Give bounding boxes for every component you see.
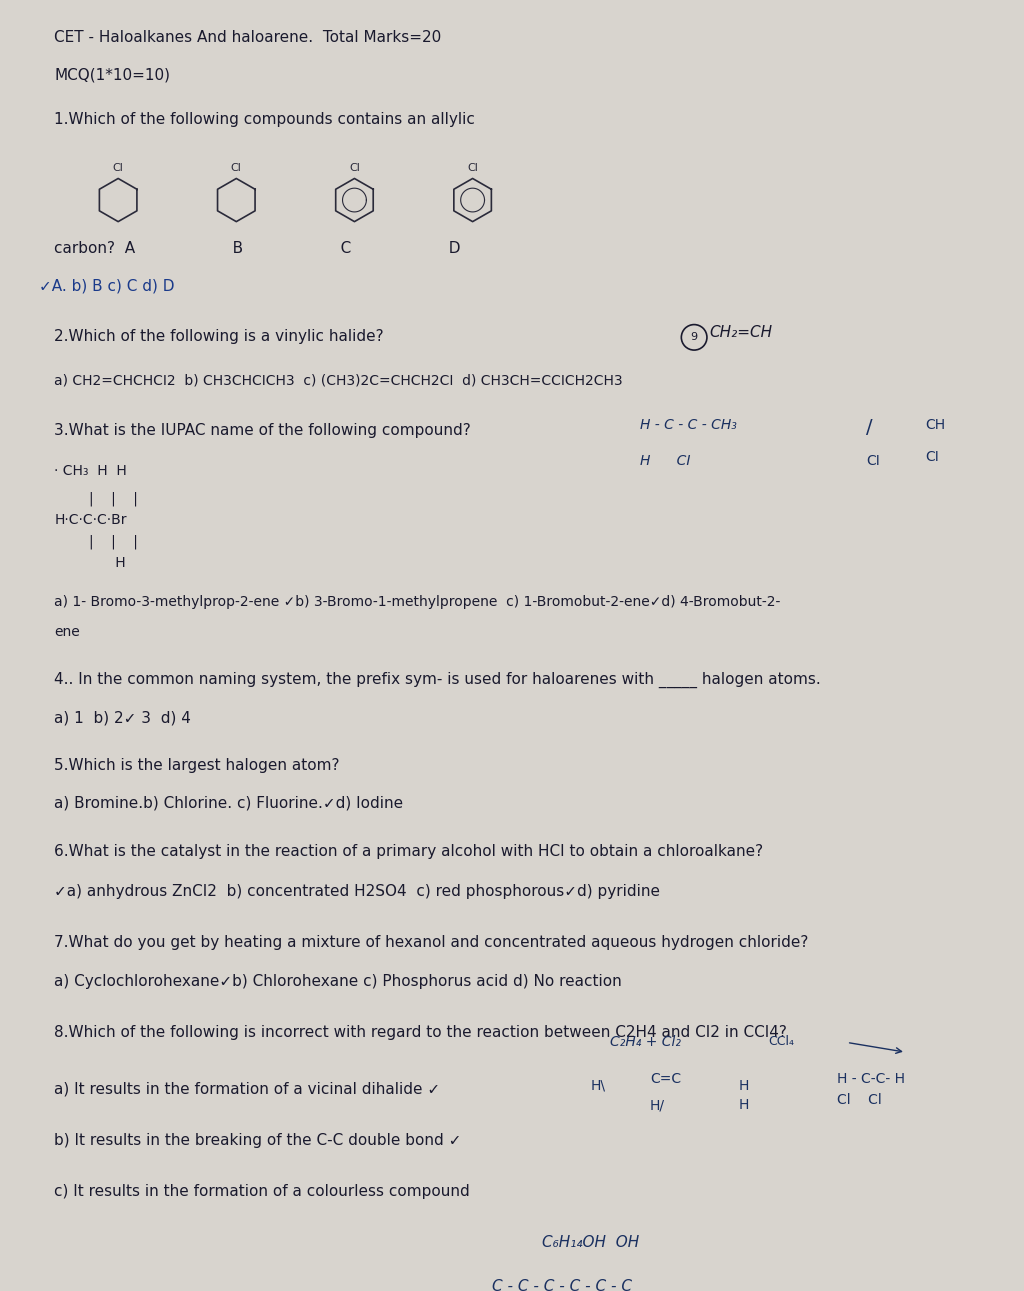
Text: CI: CI [926,451,939,463]
Text: 3.What is the IUPAC name of the following compound?: 3.What is the IUPAC name of the followin… [54,422,471,438]
Text: H: H [738,1079,749,1092]
Text: H·C·C·C·Br: H·C·C·C·Br [54,513,127,527]
Text: ✓a) anhydrous ZnCI2  b) concentrated H2SO4  c) red phosphorous✓d) pyridine: ✓a) anhydrous ZnCI2 b) concentrated H2SO… [54,883,660,899]
Text: 2.Which of the following is a vinylic halide?: 2.Which of the following is a vinylic ha… [54,329,384,345]
Text: Cl: Cl [230,163,242,173]
Text: a) 1  b) 2✓ 3  d) 4: a) 1 b) 2✓ 3 d) 4 [54,711,191,726]
Text: CCl₄: CCl₄ [768,1034,794,1047]
Text: Cl: Cl [349,163,359,173]
Text: carbon?  A                    B                    C                    D: carbon? A B C D [54,241,461,256]
Text: a) CH2=CHCHCI2  b) CH3CHCICH3  c) (CH3)2C=CHCH2CI  d) CH3CH=CCICH2CH3: a) CH2=CHCHCI2 b) CH3CHCICH3 c) (CH3)2C=… [54,373,623,387]
Text: Cl: Cl [467,163,478,173]
Text: b) It results in the breaking of the C-C double bond ✓: b) It results in the breaking of the C-C… [54,1132,462,1148]
Text: ✓A. b) B c) C d) D: ✓A. b) B c) C d) D [39,279,175,293]
Text: MCQ(1*10=10): MCQ(1*10=10) [54,67,170,83]
Text: 9: 9 [690,332,697,342]
Text: · CH₃  H  H: · CH₃ H H [54,463,127,478]
Text: 4.. In the common naming system, the prefix sym- is used for haloarenes with ___: 4.. In the common naming system, the pre… [54,671,821,688]
Text: H/: H/ [650,1099,665,1113]
Text: |    |    |: | | | [54,534,138,549]
Text: 8.Which of the following is incorrect with regard to the reaction between C2H4 a: 8.Which of the following is incorrect wi… [54,1025,787,1039]
Text: H: H [738,1099,749,1113]
Text: CH: CH [926,418,945,431]
Text: |    |    |: | | | [54,492,138,506]
Text: c) It results in the formation of a colourless compound: c) It results in the formation of a colo… [54,1184,470,1198]
Text: H      CI: H CI [640,454,690,469]
Text: H - C - C - CH₃: H - C - C - CH₃ [640,418,737,431]
Text: 1.Which of the following compounds contains an allylic: 1.Which of the following compounds conta… [54,112,475,127]
Text: H: H [54,556,126,571]
Text: C₂H₄ + Cl₂: C₂H₄ + Cl₂ [610,1034,681,1048]
Text: a) 1- Bromo-3-methylprop-2-ene ✓b) 3-Bromo-1-methylpropene  c) 1-Bromobut-2-ene✓: a) 1- Bromo-3-methylprop-2-ene ✓b) 3-Bro… [54,595,780,609]
Text: CET - Haloalkanes And haloarene.  Total Marks=20: CET - Haloalkanes And haloarene. Total M… [54,31,441,45]
Text: Cl: Cl [113,163,124,173]
Text: a) Cyclochlorohexane✓b) Chlorohexane c) Phosphorus acid d) No reaction: a) Cyclochlorohexane✓b) Chlorohexane c) … [54,973,622,989]
Text: C - C - C - C - C - C: C - C - C - C - C - C [493,1279,632,1291]
Text: H - C-C- H: H - C-C- H [837,1072,905,1086]
Text: /: / [866,418,873,436]
Text: a) It results in the formation of a vicinal dihalide ✓: a) It results in the formation of a vici… [54,1082,440,1096]
Text: ene: ene [54,625,80,639]
Text: 6.What is the catalyst in the reaction of a primary alcohol with HCI to obtain a: 6.What is the catalyst in the reaction o… [54,844,763,860]
Text: C₆H₁₄OH  OH: C₆H₁₄OH OH [542,1234,639,1250]
Text: Cl    Cl: Cl Cl [837,1093,882,1108]
Text: CH₂=CH: CH₂=CH [709,324,772,340]
Text: CI: CI [866,454,881,469]
Text: C=C: C=C [650,1072,681,1086]
Text: a) Bromine.b) Chlorine. c) Fluorine.✓d) Iodine: a) Bromine.b) Chlorine. c) Fluorine.✓d) … [54,795,403,811]
Text: 5.Which is the largest halogen atom?: 5.Which is the largest halogen atom? [54,758,340,773]
Text: H\: H\ [591,1079,606,1092]
Text: 7.What do you get by heating a mixture of hexanol and concentrated aqueous hydro: 7.What do you get by heating a mixture o… [54,935,809,950]
